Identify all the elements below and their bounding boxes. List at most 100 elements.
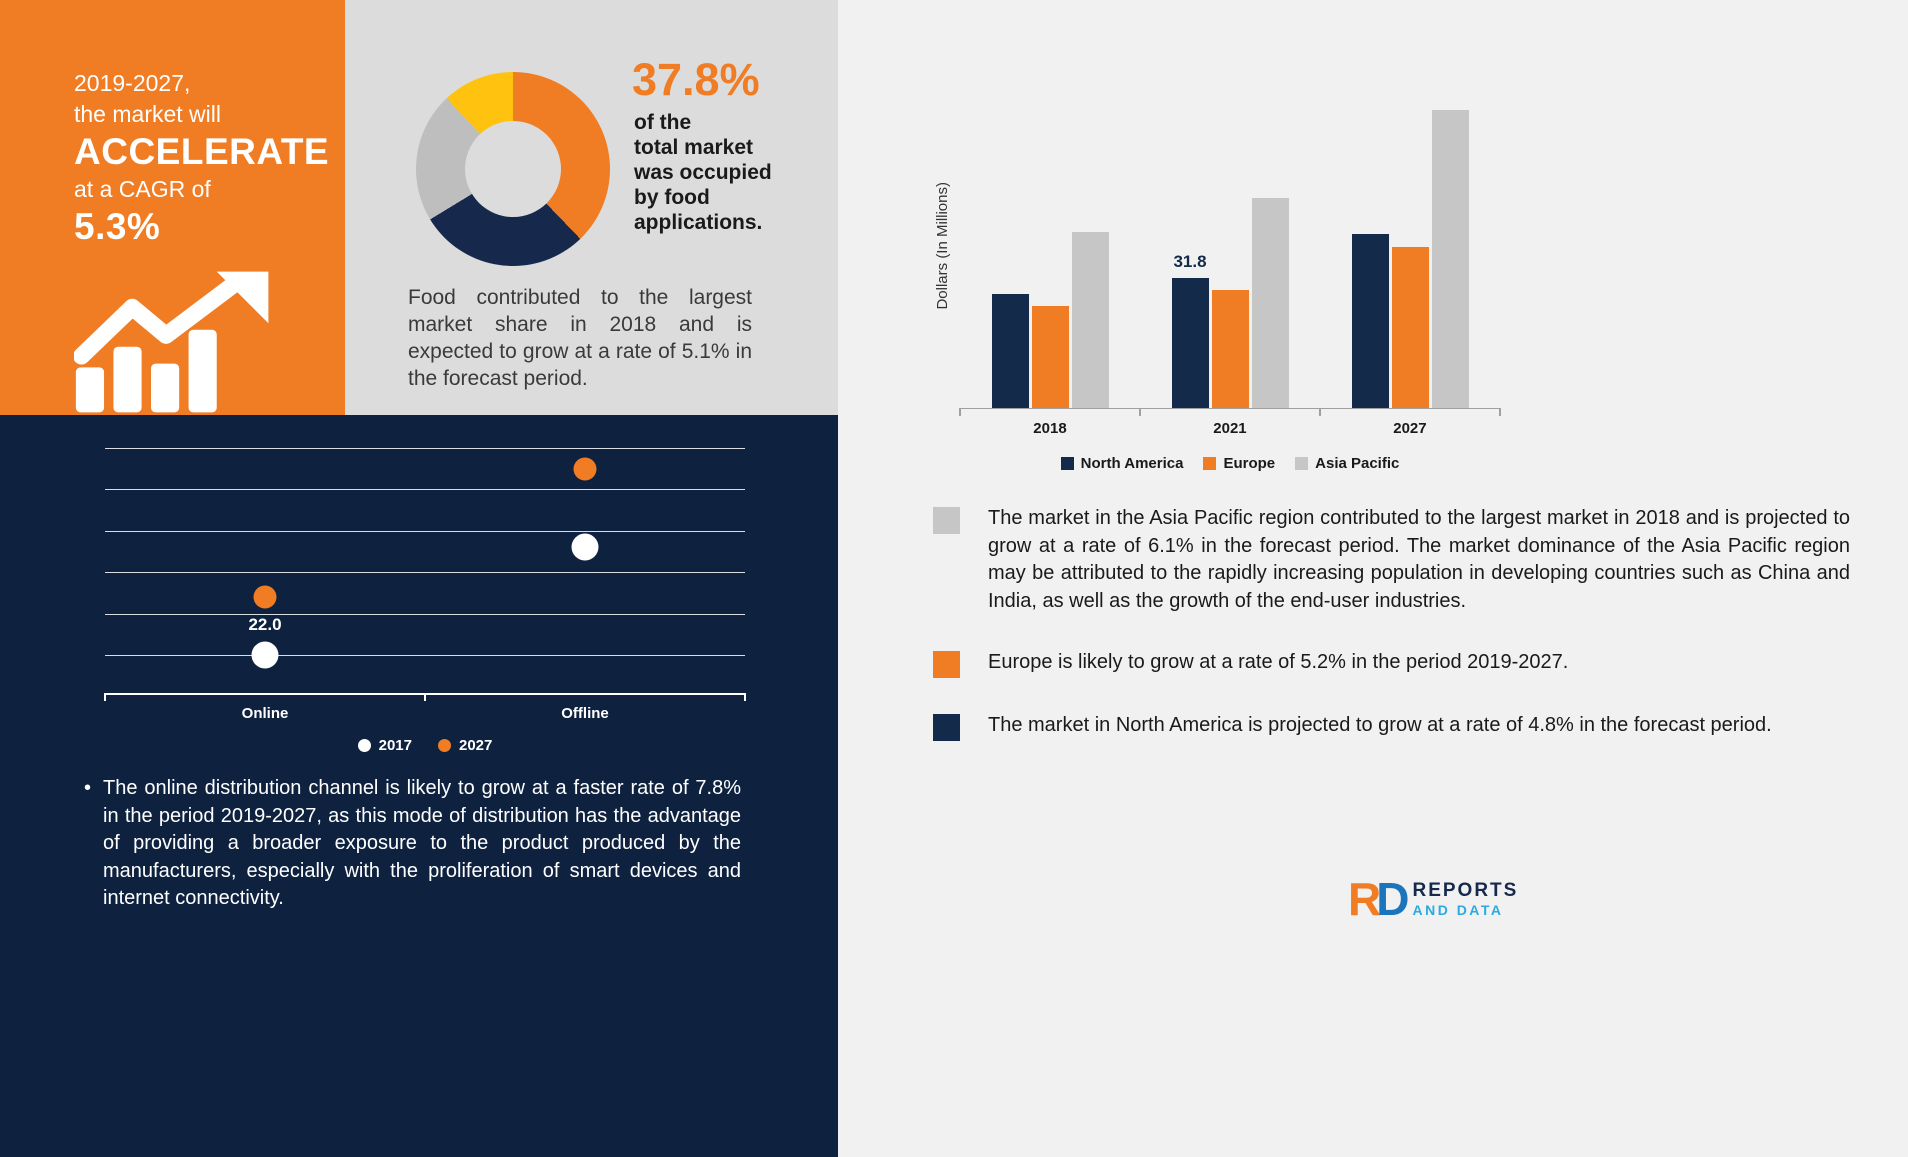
food-caption-line: total market <box>634 136 754 159</box>
bar-north-america-2027 <box>1351 234 1389 408</box>
bar-europe-2021 <box>1211 289 1249 408</box>
category-offline: Offline <box>561 705 609 722</box>
distribution-panel: 22.0 Online Offline 2017 2027 • The onli… <box>0 415 838 1157</box>
bar-group-2021: 31.8 <box>1171 197 1289 408</box>
north-america-text: The market in North America is projected… <box>988 714 1772 736</box>
bar-axis-tick <box>959 408 961 416</box>
bar-asia-pacific-2018 <box>1071 232 1109 408</box>
online-channel-text: The online distribution channel is likel… <box>103 777 742 909</box>
dot-axis-tick <box>104 693 106 701</box>
asia-pacific-text: The market in the Asia Pacific region co… <box>988 507 1850 612</box>
legend-item-north-america: North America <box>1060 455 1184 472</box>
category-2021: 2021 <box>1213 420 1247 437</box>
bar-chart-ylabel: Dollars (In Millions) <box>934 82 951 409</box>
bar-value-label: 31.8 <box>1173 252 1207 271</box>
north-america-swatch <box>933 714 960 741</box>
asia-pacific-bullet: The market in the Asia Pacific region co… <box>933 505 1868 615</box>
bar-group-2027 <box>1351 109 1469 408</box>
region-bullets: The market in the Asia Pacific region co… <box>933 505 1868 741</box>
dot-plot-gridline <box>105 572 745 574</box>
europe-bullet: Europe is likely to grow at a rate of 5.… <box>933 649 1868 678</box>
dot-plot-categories: Online Offline <box>105 705 745 722</box>
category-online: Online <box>241 705 289 722</box>
bar-europe-2018 <box>1031 305 1069 408</box>
ylabel-text: Dollars (In Millions) <box>934 181 951 310</box>
legend-swatch-2027 <box>438 739 451 752</box>
cagr-line-years: 2019-2027, <box>74 70 191 96</box>
dot-2017-offline <box>571 533 599 561</box>
logo-letter-r: R <box>1348 873 1381 925</box>
dot-plot: 22.0 <box>104 435 746 701</box>
food-caption-line: by food <box>634 186 710 209</box>
food-share-caption: of the total market was occupied by food… <box>634 110 772 235</box>
food-caption-line: of the <box>634 111 692 134</box>
online-channel-bullet: • The online distribution channel is lik… <box>84 775 748 913</box>
dot-2017-online <box>251 641 279 669</box>
bar-group-2018 <box>991 232 1109 408</box>
legend-swatch-2017 <box>357 739 371 752</box>
logo-mark: RD <box>1348 873 1410 925</box>
bar-north-america-2018 <box>991 293 1029 408</box>
food-caption-line: applications. <box>634 211 763 234</box>
bar-asia-pacific-2021 <box>1251 197 1289 408</box>
legend-item-2027: 2027 <box>438 737 492 754</box>
bullet-glyph: • <box>84 777 92 799</box>
legend-swatch-europe <box>1203 457 1217 470</box>
cagr-value: 5.3% <box>74 206 161 247</box>
cagr-line-rate: at a CAGR of <box>74 176 211 202</box>
cagr-panel: 2019-2027, the market will ACCELERATE at… <box>0 0 345 415</box>
legend-swatch-north-america <box>1060 457 1074 470</box>
logo-text: REPORTS AND DATA <box>1412 880 1518 918</box>
cagr-line-market: the market will <box>74 101 221 127</box>
cagr-accelerate: ACCELERATE <box>74 131 330 172</box>
regional-panel: Dollars (In Millions) 31.8 2018 2021 202… <box>838 0 1908 1157</box>
asia-pacific-swatch <box>933 507 960 534</box>
donut-chart-wrap <box>416 72 610 266</box>
legend-label-2017: 2017 <box>378 737 412 754</box>
legend-label-europe: Europe <box>1223 455 1276 472</box>
dot-plot-gridline <box>105 613 745 615</box>
dot-value-label: 22.0 <box>248 615 282 634</box>
food-body-text: Food contributed to the largest market s… <box>408 286 752 390</box>
legend-item-europe: Europe <box>1203 455 1275 472</box>
dot-axis-tick <box>424 693 426 701</box>
food-caption-line: was occupied <box>634 161 772 184</box>
donut-hole <box>465 121 561 217</box>
bar-europe-2027 <box>1391 246 1429 408</box>
bar-axis-tick <box>1319 408 1321 416</box>
bar-chart-categories: 2018 2021 2027 <box>960 420 1500 437</box>
legend-label-asia-pacific: Asia Pacific <box>1315 455 1400 472</box>
food-share-value: 37.8% <box>632 54 760 105</box>
legend-item-2017: 2017 <box>357 737 412 754</box>
bar-axis-tick <box>1499 408 1501 416</box>
dot-plot-gridline <box>105 448 745 449</box>
logo-letter-d: D <box>1376 873 1409 925</box>
logo-text-top: REPORTS <box>1412 880 1519 901</box>
europe-swatch <box>933 651 960 678</box>
grouped-bar-chart: 31.8 <box>959 82 1501 416</box>
growth-arrow-icon <box>74 271 269 413</box>
legend-swatch-asia-pacific <box>1295 457 1309 470</box>
bar-chart-legend: North America Europe Asia Pacific <box>960 455 1500 472</box>
dot-plot-legend: 2017 2027 <box>105 737 745 754</box>
logo-text-bottom: AND DATA <box>1412 902 1504 918</box>
europe-text: Europe is likely to grow at a rate of 5.… <box>988 651 1569 673</box>
north-america-bullet: The market in North America is projected… <box>933 712 1868 741</box>
legend-label-north-america: North America <box>1080 455 1184 472</box>
legend-item-asia-pacific: Asia Pacific <box>1295 455 1399 472</box>
dot-2027-online <box>253 585 277 609</box>
category-2018: 2018 <box>1033 420 1067 437</box>
bar-asia-pacific-2027 <box>1431 109 1469 408</box>
dot-plot-gridline <box>105 489 745 491</box>
dot-2027-offline <box>573 457 597 481</box>
dot-plot-gridline <box>105 655 745 656</box>
dot-axis-tick <box>744 693 746 701</box>
reports-and-data-logo: RD REPORTS AND DATA <box>1348 876 1518 922</box>
bar-north-america-2021: 31.8 <box>1171 252 1209 408</box>
food-share-panel: 37.8% of the total market was occupied b… <box>345 0 838 415</box>
category-2027: 2027 <box>1393 420 1427 437</box>
bar-axis-tick <box>1139 408 1141 416</box>
dot-plot-gridline <box>105 530 745 532</box>
legend-label-2027: 2027 <box>459 737 493 754</box>
